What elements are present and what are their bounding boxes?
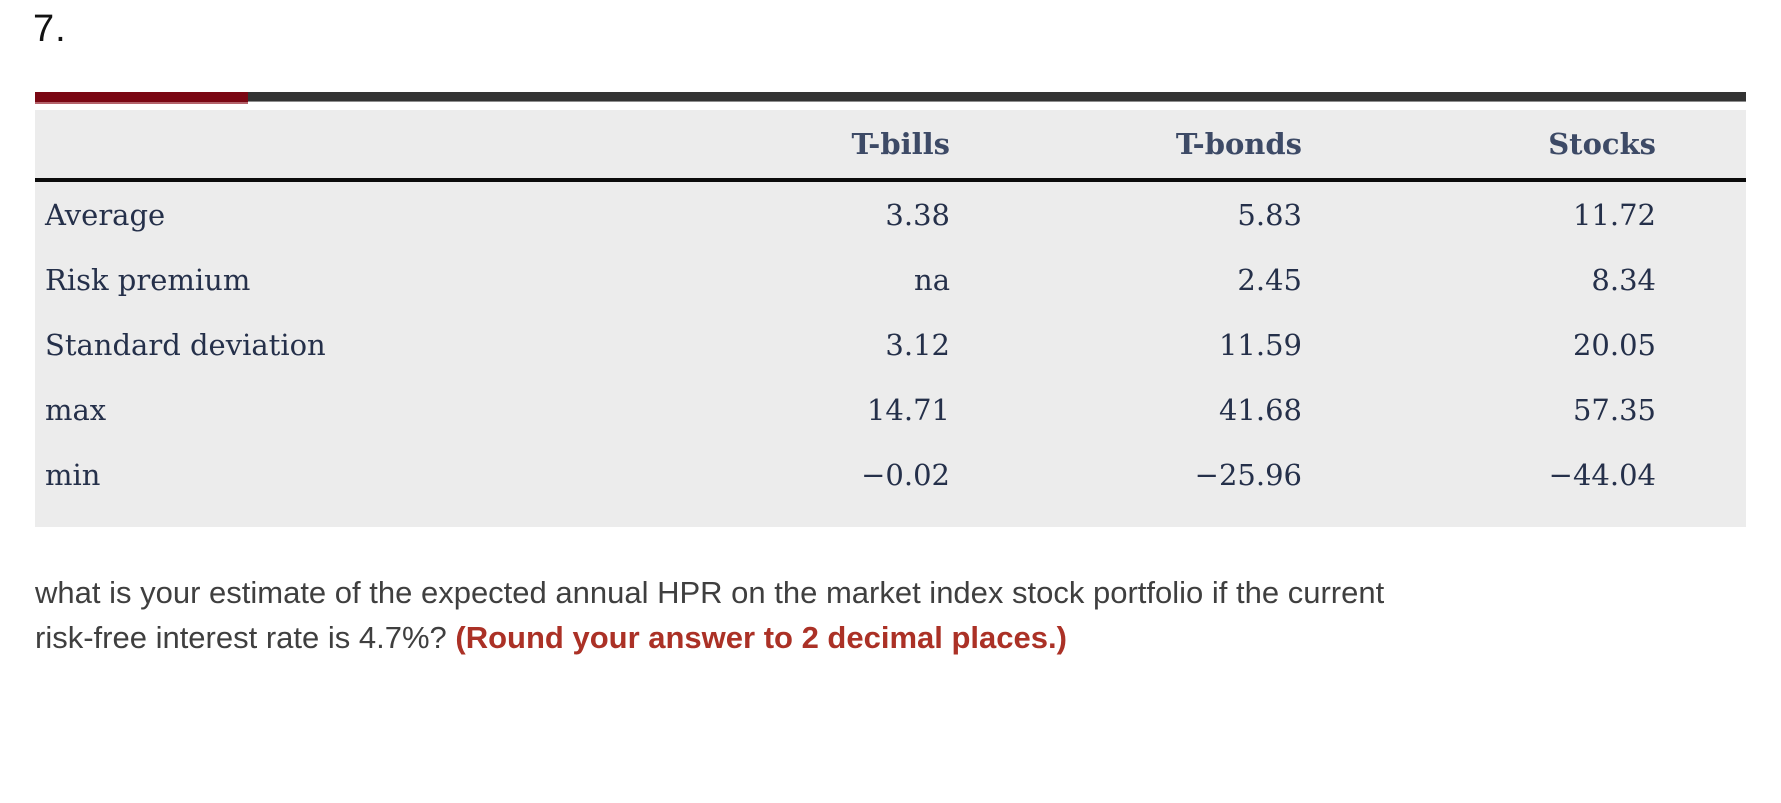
stats-table: T-bills T-bonds Stocks Average 3.38 5.83… bbox=[35, 110, 1746, 507]
cell-value: −0.02 bbox=[861, 457, 950, 492]
table-row: max 14.71 41.68 57.35 bbox=[35, 377, 1746, 442]
table-top-bar bbox=[35, 92, 1746, 106]
cell-value: 3.12 bbox=[885, 327, 950, 362]
cell-value: 11.72 bbox=[1572, 197, 1656, 232]
cell-value: 41.68 bbox=[1218, 392, 1302, 427]
table-row: Standard deviation 3.12 11.59 20.05 bbox=[35, 312, 1746, 377]
header-row: T-bills T-bonds Stocks bbox=[35, 110, 1746, 182]
cell-value: 11.59 bbox=[1218, 327, 1302, 362]
cell-value: 2.45 bbox=[1237, 262, 1302, 297]
table-top-bar-maroon-accent bbox=[35, 92, 248, 104]
table-row: Risk premium na 2.45 8.34 bbox=[35, 247, 1746, 312]
cell-value: na bbox=[914, 262, 950, 297]
column-header-stocks: Stocks bbox=[1302, 110, 1746, 182]
cell-value: 3.38 bbox=[885, 197, 950, 232]
cell-value: 8.34 bbox=[1591, 262, 1656, 297]
row-label: Standard deviation bbox=[45, 327, 326, 362]
cell-value: 20.05 bbox=[1572, 327, 1656, 362]
table-row: min −0.02 −25.96 −44.04 bbox=[35, 442, 1746, 507]
cell-value: 5.83 bbox=[1237, 197, 1302, 232]
row-label: min bbox=[45, 457, 101, 492]
cell-value: 14.71 bbox=[866, 392, 950, 427]
question-line-1: what is your estimate of the expected an… bbox=[35, 575, 1385, 610]
row-label: Average bbox=[45, 197, 166, 232]
row-label: max bbox=[45, 392, 107, 427]
row-label: Risk premium bbox=[45, 262, 251, 297]
table-row: Average 3.38 5.83 11.72 bbox=[35, 180, 1746, 247]
question-line-2: risk-free interest rate is 4.7%? bbox=[35, 620, 456, 655]
column-header-tbonds: T-bonds bbox=[950, 110, 1302, 182]
question-text: what is your estimate of the expected an… bbox=[35, 570, 1535, 660]
question-emphasis: (Round your answer to 2 decimal places.) bbox=[455, 620, 1067, 655]
cell-value: 57.35 bbox=[1572, 392, 1656, 427]
column-header-tbills: T-bills bbox=[600, 110, 950, 182]
corner-cell bbox=[35, 110, 600, 182]
question-number: 7. bbox=[33, 8, 67, 50]
stats-table-container: T-bills T-bonds Stocks Average 3.38 5.83… bbox=[35, 110, 1746, 527]
cell-value: −25.96 bbox=[1194, 457, 1302, 492]
table-top-bar-dark-segment bbox=[35, 92, 1746, 102]
cell-value: −44.04 bbox=[1548, 457, 1656, 492]
